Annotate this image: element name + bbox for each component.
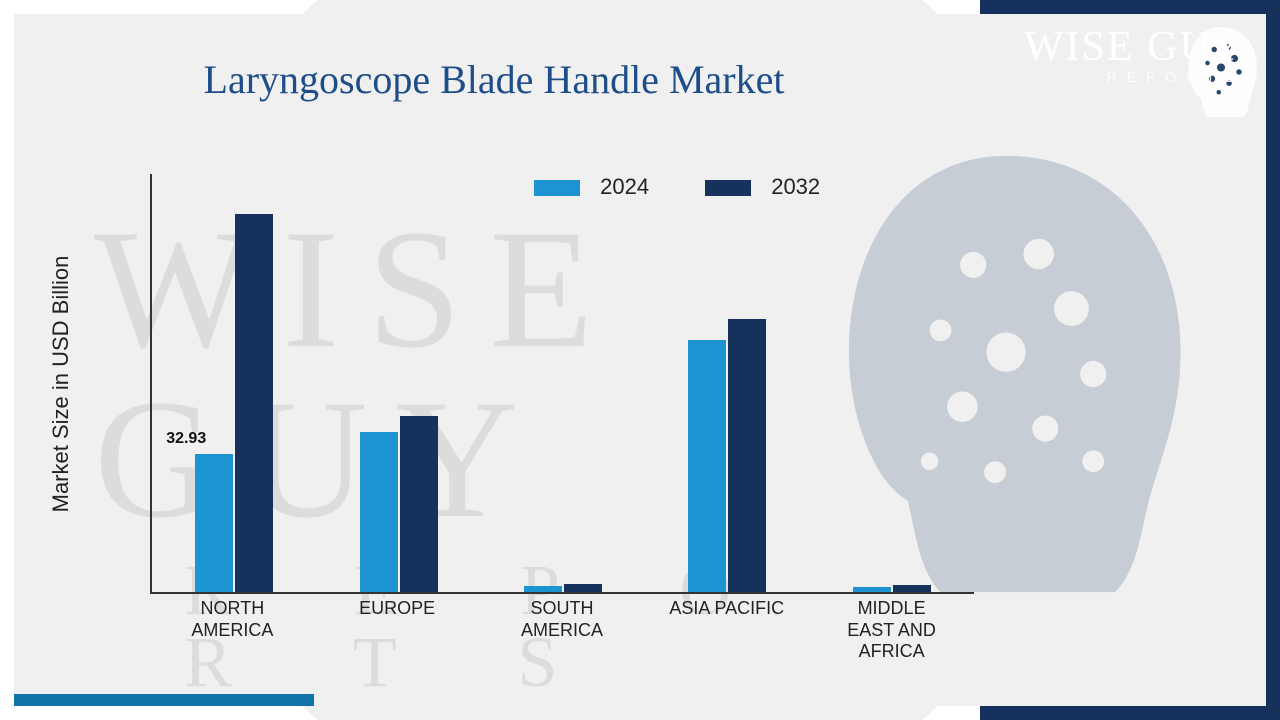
bar: [235, 214, 273, 592]
x-axis-label: NORTH AMERICA: [172, 598, 292, 663]
bar: [524, 586, 562, 592]
x-axis-labels: NORTH AMERICA EUROPE SOUTH AMERICA ASIA PAC…: [150, 598, 974, 663]
bar: [893, 585, 931, 592]
bar: [360, 432, 398, 592]
bar-group: [832, 585, 952, 592]
bar-chart: 2024 2032 Market Size in USD Billion 32.…: [114, 174, 974, 654]
bar: [728, 319, 766, 592]
x-axis-label: ASIA PACIFIC: [667, 598, 787, 663]
bar-group: [503, 584, 623, 592]
x-axis-label: EUROPE: [337, 598, 457, 663]
footer-accent-bar: [14, 694, 314, 706]
chart-panel: Laryngoscope Blade Handle Market WISE GU…: [14, 14, 1266, 706]
brand-line2: REPORTS: [1024, 70, 1244, 84]
bar: [195, 454, 233, 592]
y-axis-label: Market Size in USD Billion: [48, 174, 78, 594]
bar-groups: 32.93: [152, 174, 974, 592]
bar: [688, 340, 726, 592]
bar: [853, 587, 891, 592]
x-axis-label: SOUTH AMERICA: [502, 598, 622, 663]
bar-group: [339, 416, 459, 592]
chart-title: Laryngoscope Blade Handle Market: [14, 56, 974, 103]
plot-area: 32.93: [150, 174, 974, 594]
brand-line1: WISE GUY: [1024, 26, 1244, 68]
bar-value-label: 32.93: [166, 430, 206, 448]
x-axis-label: MIDDLE EAST AND AFRICA: [832, 598, 952, 663]
bar-group: [667, 319, 787, 592]
bar: [564, 584, 602, 592]
brand-logo: WISE GUY REPORTS: [1024, 26, 1244, 84]
bar: [400, 416, 438, 592]
bar-group: 32.93: [174, 214, 294, 592]
